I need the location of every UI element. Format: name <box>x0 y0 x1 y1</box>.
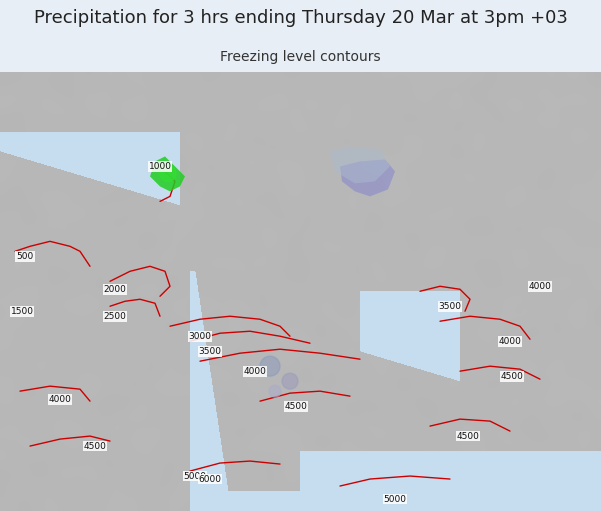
Text: 4500: 4500 <box>84 442 106 451</box>
Text: 2000: 2000 <box>103 285 126 294</box>
Text: Precipitation for 3 hrs ending Thursday 20 Mar at 3pm +03: Precipitation for 3 hrs ending Thursday … <box>34 9 567 27</box>
Text: 4500: 4500 <box>457 432 480 440</box>
Text: 4500: 4500 <box>501 371 523 381</box>
Text: 4000: 4000 <box>49 394 72 404</box>
Text: 4500: 4500 <box>284 402 308 411</box>
Text: 5000: 5000 <box>383 495 406 503</box>
Text: 4000: 4000 <box>499 337 522 346</box>
Text: 500: 500 <box>16 252 34 261</box>
Text: 3500: 3500 <box>198 346 222 356</box>
Text: 1000: 1000 <box>148 162 171 171</box>
Polygon shape <box>150 156 185 192</box>
Text: 1500: 1500 <box>10 307 34 316</box>
Text: 6000: 6000 <box>198 475 222 483</box>
Circle shape <box>260 356 280 376</box>
Text: 2500: 2500 <box>103 312 126 321</box>
Polygon shape <box>330 147 390 183</box>
Text: 4000: 4000 <box>528 282 552 291</box>
Circle shape <box>160 166 176 181</box>
Polygon shape <box>340 159 395 196</box>
Text: 5000: 5000 <box>183 472 207 480</box>
Circle shape <box>269 385 281 397</box>
Text: 4000: 4000 <box>243 367 266 376</box>
Circle shape <box>282 373 298 389</box>
Text: 3500: 3500 <box>439 302 462 311</box>
Text: Freezing level contours: Freezing level contours <box>220 50 381 64</box>
Text: 3000: 3000 <box>189 332 212 341</box>
